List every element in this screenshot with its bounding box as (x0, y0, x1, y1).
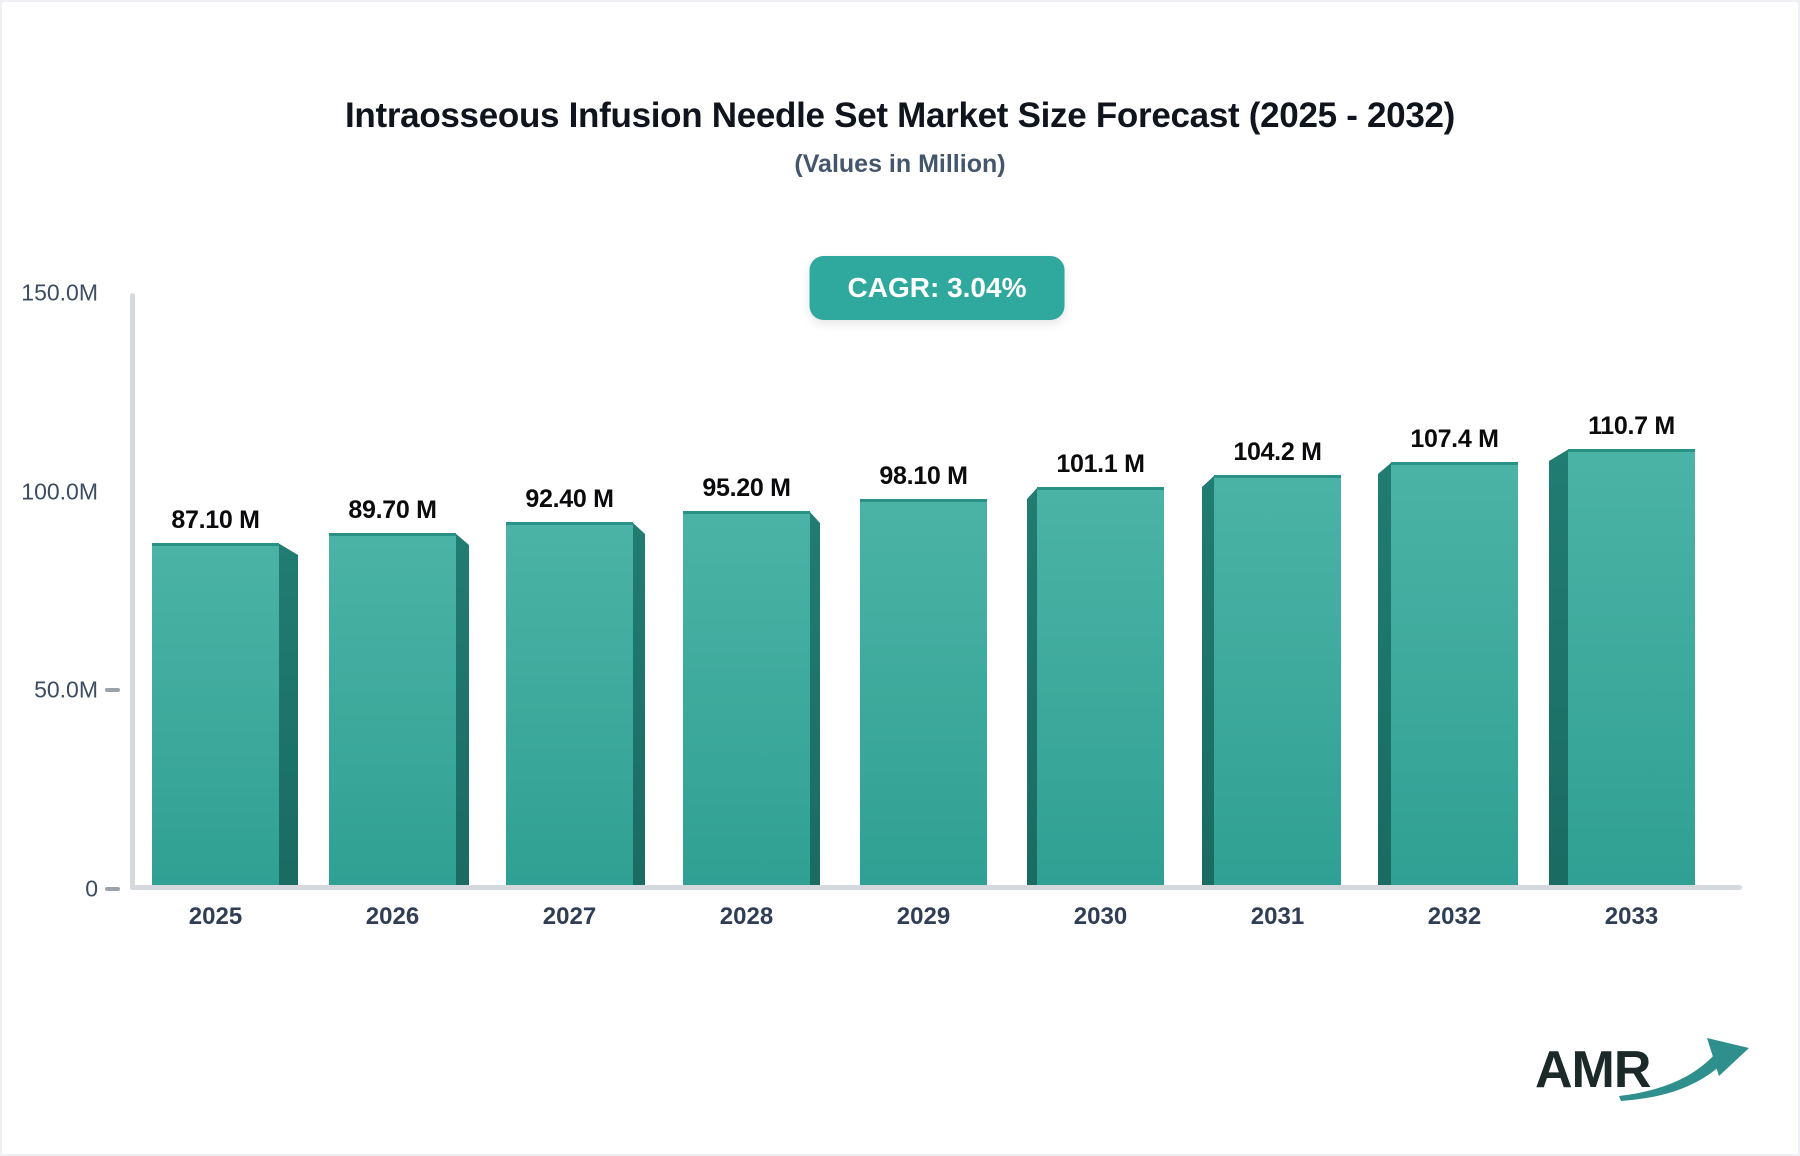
bar-side-face (632, 522, 645, 889)
bar-value-label: 104.2 M (1233, 438, 1322, 466)
x-axis-label: 2025 (188, 903, 243, 930)
y-axis-label: 0 (85, 875, 98, 902)
bar (152, 543, 279, 889)
brand-logo: AMR (1535, 1038, 1749, 1112)
bar (1391, 462, 1518, 889)
bar-group-2030: 101.1 M 2030 (1012, 293, 1189, 930)
y-axis-label: 150.0M (21, 279, 98, 306)
bar-value-label: 98.10 M (879, 462, 968, 490)
bar-value-label: 101.1 M (1056, 450, 1145, 478)
bar-side-face (1549, 449, 1569, 889)
x-axis-label: 2031 (1250, 903, 1305, 930)
x-axis-label: 2030 (1073, 903, 1128, 930)
bar-group-2025: 87.10 M 2025 (127, 293, 304, 930)
chart-title: Intraosseous Infusion Needle Set Market … (344, 96, 1456, 135)
bar-group-2033: 110.7 M 2033 (1543, 293, 1720, 930)
bar (506, 522, 633, 889)
bar (329, 533, 456, 889)
y-axis-tick (105, 887, 120, 891)
y-axis-label: 100.0M (21, 478, 98, 505)
bar (683, 511, 810, 889)
bar-series: 87.10 M 2025 89.70 M 2026 92.40 M 2027 95.20 M… (127, 293, 1720, 930)
bar-value-label: 89.70 M (348, 496, 437, 524)
bar-value-label: 92.40 M (525, 485, 614, 513)
bar-side-face (1202, 475, 1215, 889)
bar (1214, 475, 1341, 889)
bar-value-label: 110.7 M (1588, 412, 1675, 440)
y-axis: 150.0M 100.0M 50.0M 0 (2, 280, 132, 902)
bar-group-2027: 92.40 M 2027 (481, 293, 658, 930)
x-axis-label: 2028 (719, 903, 774, 930)
bar-side-face (278, 543, 298, 889)
bar (1568, 449, 1695, 889)
y-axis-label: 50.0M (34, 676, 98, 703)
y-axis-line (130, 293, 135, 890)
bar-value-label: 87.10 M (171, 506, 260, 534)
x-axis-label: 2026 (365, 903, 420, 930)
bar-side-face (809, 511, 820, 889)
bar-side-face (1378, 462, 1392, 889)
x-axis-label: 2033 (1604, 903, 1659, 930)
bar-side-face (1027, 487, 1038, 889)
bar-group-2026: 89.70 M 2026 (304, 293, 481, 930)
bar (860, 499, 987, 889)
bar-value-label: 107.4 M (1410, 425, 1499, 453)
cagr-badge: CAGR: 3.04% (809, 256, 1065, 320)
brand-logo-text: AMR (1535, 1041, 1651, 1099)
bar-value-label: 95.20 M (702, 474, 791, 502)
bar (1037, 487, 1164, 889)
bar-side-face (455, 533, 469, 889)
bar-group-2029: 98.10 M 2029 (835, 293, 1012, 930)
y-axis-tick (105, 688, 120, 693)
bar-group-2032: 107.4 M 2032 (1366, 293, 1543, 930)
bar-group-2028: 95.20 M 2028 (658, 293, 835, 930)
growth-arrow-icon (1619, 1038, 1749, 1101)
x-axis-label: 2027 (542, 903, 597, 930)
x-axis-label: 2029 (896, 903, 951, 930)
bar-group-2031: 104.2 M 2031 (1189, 293, 1366, 930)
x-axis-line (130, 885, 1742, 890)
chart-subtitle: (Values in Million) (794, 150, 1006, 178)
x-axis-label: 2032 (1427, 903, 1482, 930)
